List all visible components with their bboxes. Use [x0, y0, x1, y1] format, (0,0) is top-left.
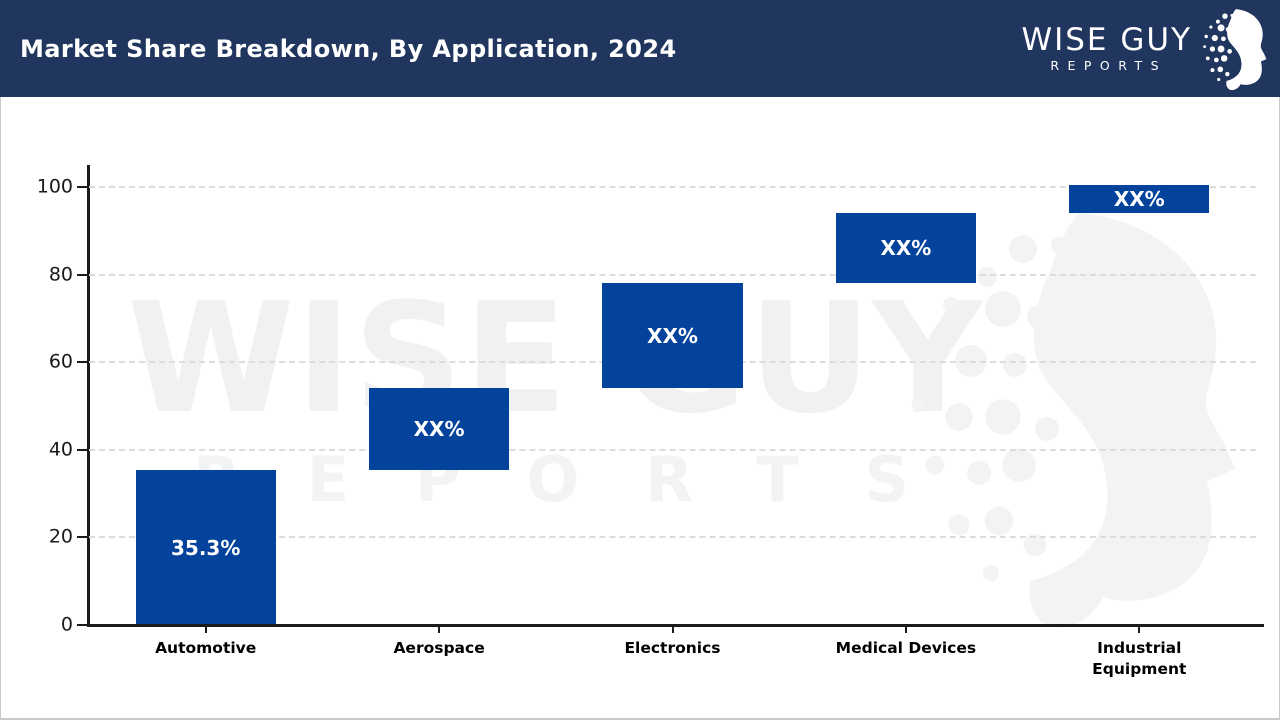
page-title: Market Share Breakdown, By Application, … — [20, 34, 677, 63]
bar-value-label: 35.3% — [170, 535, 241, 560]
y-tick-label: 80 — [48, 263, 73, 286]
y-tick-mark — [77, 185, 87, 188]
bar-automotive: 35.3% — [135, 470, 276, 625]
y-tick-label: 100 — [36, 175, 73, 198]
watermark-head-icon — [911, 213, 1235, 628]
gridline — [89, 536, 1256, 539]
chart-area: WISE GUY REPORTS 0 20 40 60 80 100 35.3% Automo… — [0, 97, 1280, 720]
y-tick-mark — [77, 448, 87, 451]
header-bar: Market Share Breakdown, By Application, … — [0, 0, 1280, 97]
gridline — [89, 185, 1256, 188]
logo-wordmark: WISE GUY — [1021, 21, 1192, 58]
bar-aerospace: XX% — [369, 388, 510, 471]
y-tick-label: 40 — [48, 438, 73, 461]
wiseguy-logo: WISE GUY REPORTS — [1021, 6, 1270, 92]
bar-electronics: XX% — [602, 283, 743, 389]
bar-value-label: XX% — [880, 236, 932, 261]
watermark-subtext: REPORTS — [193, 443, 976, 516]
bar-industrial-equipment: XX% — [1069, 184, 1210, 214]
x-tick-label-electronics: Electronics — [624, 639, 721, 657]
x-tick-label-aerospace: Aerospace — [393, 639, 485, 657]
x-tick-label-automotive: Automotive — [155, 639, 257, 657]
logo-head-icon — [1203, 8, 1267, 90]
y-tick-label: 0 — [60, 613, 73, 636]
logo-subtext: REPORTS — [1050, 57, 1168, 73]
y-tick-label: 20 — [48, 525, 73, 548]
x-tick-label-industrial-equipment: Industrial Equipment — [1092, 639, 1187, 678]
y-tick-mark — [77, 624, 87, 626]
bar-value-label: XX% — [1113, 186, 1165, 211]
y-tick-mark — [77, 536, 87, 539]
x-tick-label-medical-devices: Medical Devices — [835, 639, 977, 657]
y-tick-mark — [77, 273, 87, 276]
plot-area: 0 20 40 60 80 100 35.3% Automotive XX% Aerospace X… — [37, 165, 1264, 678]
watermark-wordmark: WISE GUY — [127, 270, 984, 447]
gridline — [89, 273, 1256, 276]
y-tick-label: 60 — [48, 350, 73, 373]
bar-value-label: XX% — [647, 323, 698, 348]
x-tick-mark — [904, 625, 907, 633]
bar-value-label: XX% — [413, 417, 465, 442]
logo-text: WISE GUY REPORTS — [1021, 21, 1192, 73]
x-tick-mark — [204, 625, 207, 633]
y-tick-mark — [77, 361, 87, 364]
x-tick-mark — [1138, 625, 1141, 633]
x-tick-mark — [438, 625, 441, 633]
bar-medical-devices: XX% — [835, 213, 976, 284]
x-tick-mark — [671, 625, 674, 633]
gridline — [89, 448, 1256, 451]
